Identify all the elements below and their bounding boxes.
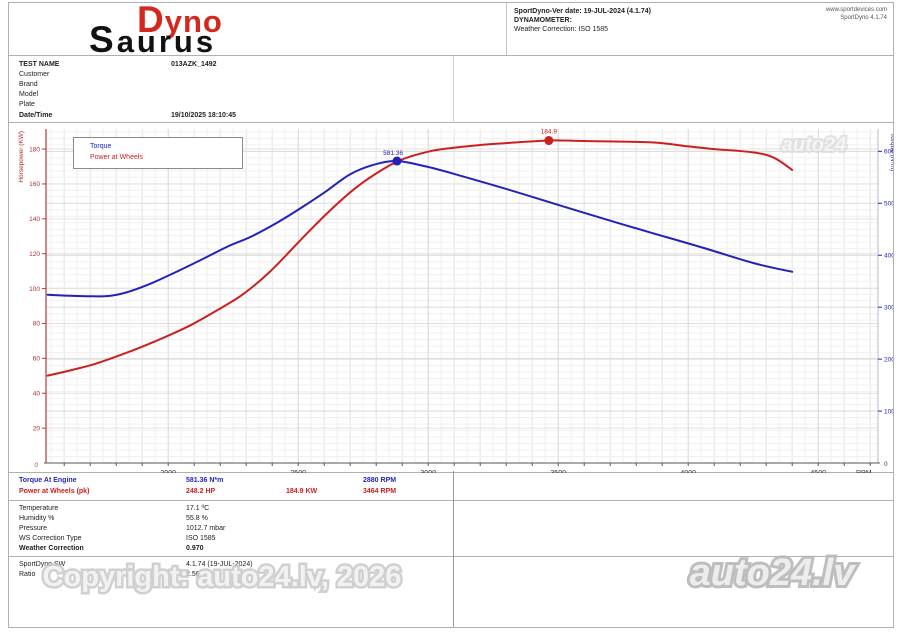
logo-d-icon: D [137, 0, 165, 40]
svg-text:0: 0 [884, 461, 888, 468]
svg-text:40: 40 [33, 390, 41, 397]
header-info: SportDyno-Ver date: 19-JUL-2024 (4.1.74)… [514, 7, 651, 34]
pressure-label: Pressure [19, 525, 48, 532]
test-info-row: Brand [19, 80, 38, 90]
results-table: Torque At Engine 581.36 N*m 2880 RPM Pow… [9, 473, 893, 501]
test-name-label: TEST NAME [19, 61, 60, 68]
header: Dyno Saurus SportDyno-Ver date: 19-JUL-2… [9, 0, 893, 60]
logo-dyno-text: Dyno [137, 0, 223, 41]
test-info-row: Plate [19, 100, 35, 110]
model-label: Model [19, 91, 39, 98]
torque-result-nm: 581.36 N*m [186, 477, 224, 484]
svg-text:600: 600 [884, 149, 893, 156]
svg-text:20: 20 [33, 425, 41, 432]
logo-saurus-text: Saurus [89, 19, 217, 60]
dyno-chart: 0 20 40 60 80 100 120 140 160 180 0 100 200 300 400 500… [9, 123, 896, 477]
version-line: SportDyno-Ver date: 19-JUL-2024 (4.1.74) [514, 8, 651, 15]
legend-power: Power at Wheels [90, 154, 143, 161]
sw-row: Ratio 2.56 [19, 570, 200, 580]
dynamometer-line: DYNAMOMETER: [514, 17, 572, 24]
sportdyno-sw-label: SportDyno SW [19, 561, 66, 568]
svg-text:Torque (N·m): Torque (N·m) [889, 133, 893, 171]
datetime-label: Date/Time [19, 112, 53, 119]
datetime-value: 19/10/2025 18:10:45 [171, 112, 236, 119]
header-site-info: www.sportdevices.com SportDyno 4.1.74 [826, 6, 887, 22]
site-url: www.sportdevices.com [825, 7, 887, 13]
env-row: Weather Correction 0.970 [19, 544, 204, 554]
test-info-row: Date/Time 19/10/2025 18:10:45 [19, 111, 236, 121]
power-result-label: Power at Wheels (pk) [19, 488, 90, 495]
temperature-label: Temperature [19, 505, 59, 512]
sw-row: SportDyno SW 4.1.74 (19-JUL-2024) [19, 560, 253, 570]
torque-result-label: Torque At Engine [19, 477, 77, 484]
env-row: Temperature 17.1 ºC [19, 504, 209, 514]
power-result-hp: 248.2 HP [186, 488, 216, 495]
humidity-value: 55.8 % [186, 515, 208, 522]
dynosaurus-logo: Dyno Saurus [49, 0, 269, 60]
humidity-label: Humidity % [19, 515, 55, 522]
svg-text:400: 400 [884, 252, 893, 259]
ws-correction-value: ISO 1585 [186, 535, 216, 542]
weather-correction-label: Weather Correction [19, 545, 84, 552]
svg-text:200: 200 [884, 356, 893, 363]
test-info-row: TEST NAME 013AZK_1492 [19, 60, 217, 70]
ratio-value: 2.56 [186, 571, 200, 578]
legend-torque: Torque [90, 143, 112, 150]
customer-label: Customer [19, 71, 50, 78]
chart-canvas: 0 20 40 60 80 100 120 140 160 180 0 100 200 300 400 500… [18, 129, 896, 477]
svg-text:60: 60 [33, 356, 41, 363]
environment-table: Temperature 17.1 ºC Humidity % 55.8 % Pr… [9, 501, 893, 557]
brand-label: Brand [19, 81, 38, 88]
chart-legend: Torque Power at Wheels [73, 137, 243, 169]
env-row: WS Correction Type ISO 1585 [19, 534, 216, 544]
svg-text:0: 0 [34, 462, 38, 469]
site-version: SportDyno 4.1.74 [840, 15, 887, 21]
env-row: Humidity % 55.8 % [19, 514, 208, 524]
svg-text:80: 80 [33, 321, 41, 328]
test-info-row: Customer [19, 70, 49, 80]
svg-text:300: 300 [884, 304, 893, 311]
sportdyno-sw-value: 4.1.74 (19-JUL-2024) [186, 561, 253, 568]
svg-text:180: 180 [29, 146, 40, 153]
header-divider [506, 3, 507, 55]
weather-correction-value: 0.970 [186, 545, 204, 552]
plate-label: Plate [19, 101, 35, 108]
temperature-value: 17.1 ºC [186, 505, 210, 512]
env-row: Pressure 1012.7 mbar [19, 524, 225, 534]
svg-text:100: 100 [29, 286, 40, 293]
svg-text:184.9: 184.9 [541, 129, 558, 136]
power-result-kw: 184.9 KW [286, 488, 318, 495]
test-info-divider [453, 56, 454, 123]
svg-text:160: 160 [29, 181, 40, 188]
svg-text:100: 100 [884, 408, 893, 415]
ratio-label: Ratio [19, 571, 36, 578]
svg-text:120: 120 [29, 251, 40, 258]
bottom-table-divider [453, 471, 454, 627]
logo-dyno-rest: yno [164, 4, 223, 39]
test-name-value: 013AZK_1492 [171, 61, 217, 68]
weather-correction-line: Weather Correction: ISO 1585 [514, 26, 609, 33]
svg-text:140: 140 [29, 216, 40, 223]
logo-saurus-rest: aurus [116, 24, 217, 59]
svg-text:500: 500 [884, 200, 893, 207]
test-info: TEST NAME 013AZK_1492 Customer Brand Mod… [9, 56, 893, 123]
svg-text:Horsepower (KW): Horsepower (KW) [18, 131, 25, 183]
test-info-row: Model [19, 90, 38, 100]
dyno-report-page: Dyno Saurus SportDyno-Ver date: 19-JUL-2… [8, 0, 896, 628]
torque-result-rpm: 2880 RPM [363, 477, 397, 484]
software-table: SportDyno SW 4.1.74 (19-JUL-2024) Ratio … [9, 557, 893, 627]
ws-correction-label: WS Correction Type [19, 535, 82, 542]
pressure-value: 1012.7 mbar [186, 525, 226, 532]
svg-text:581.36: 581.36 [383, 150, 403, 157]
power-result-rpm: 3464 RPM [363, 488, 397, 495]
